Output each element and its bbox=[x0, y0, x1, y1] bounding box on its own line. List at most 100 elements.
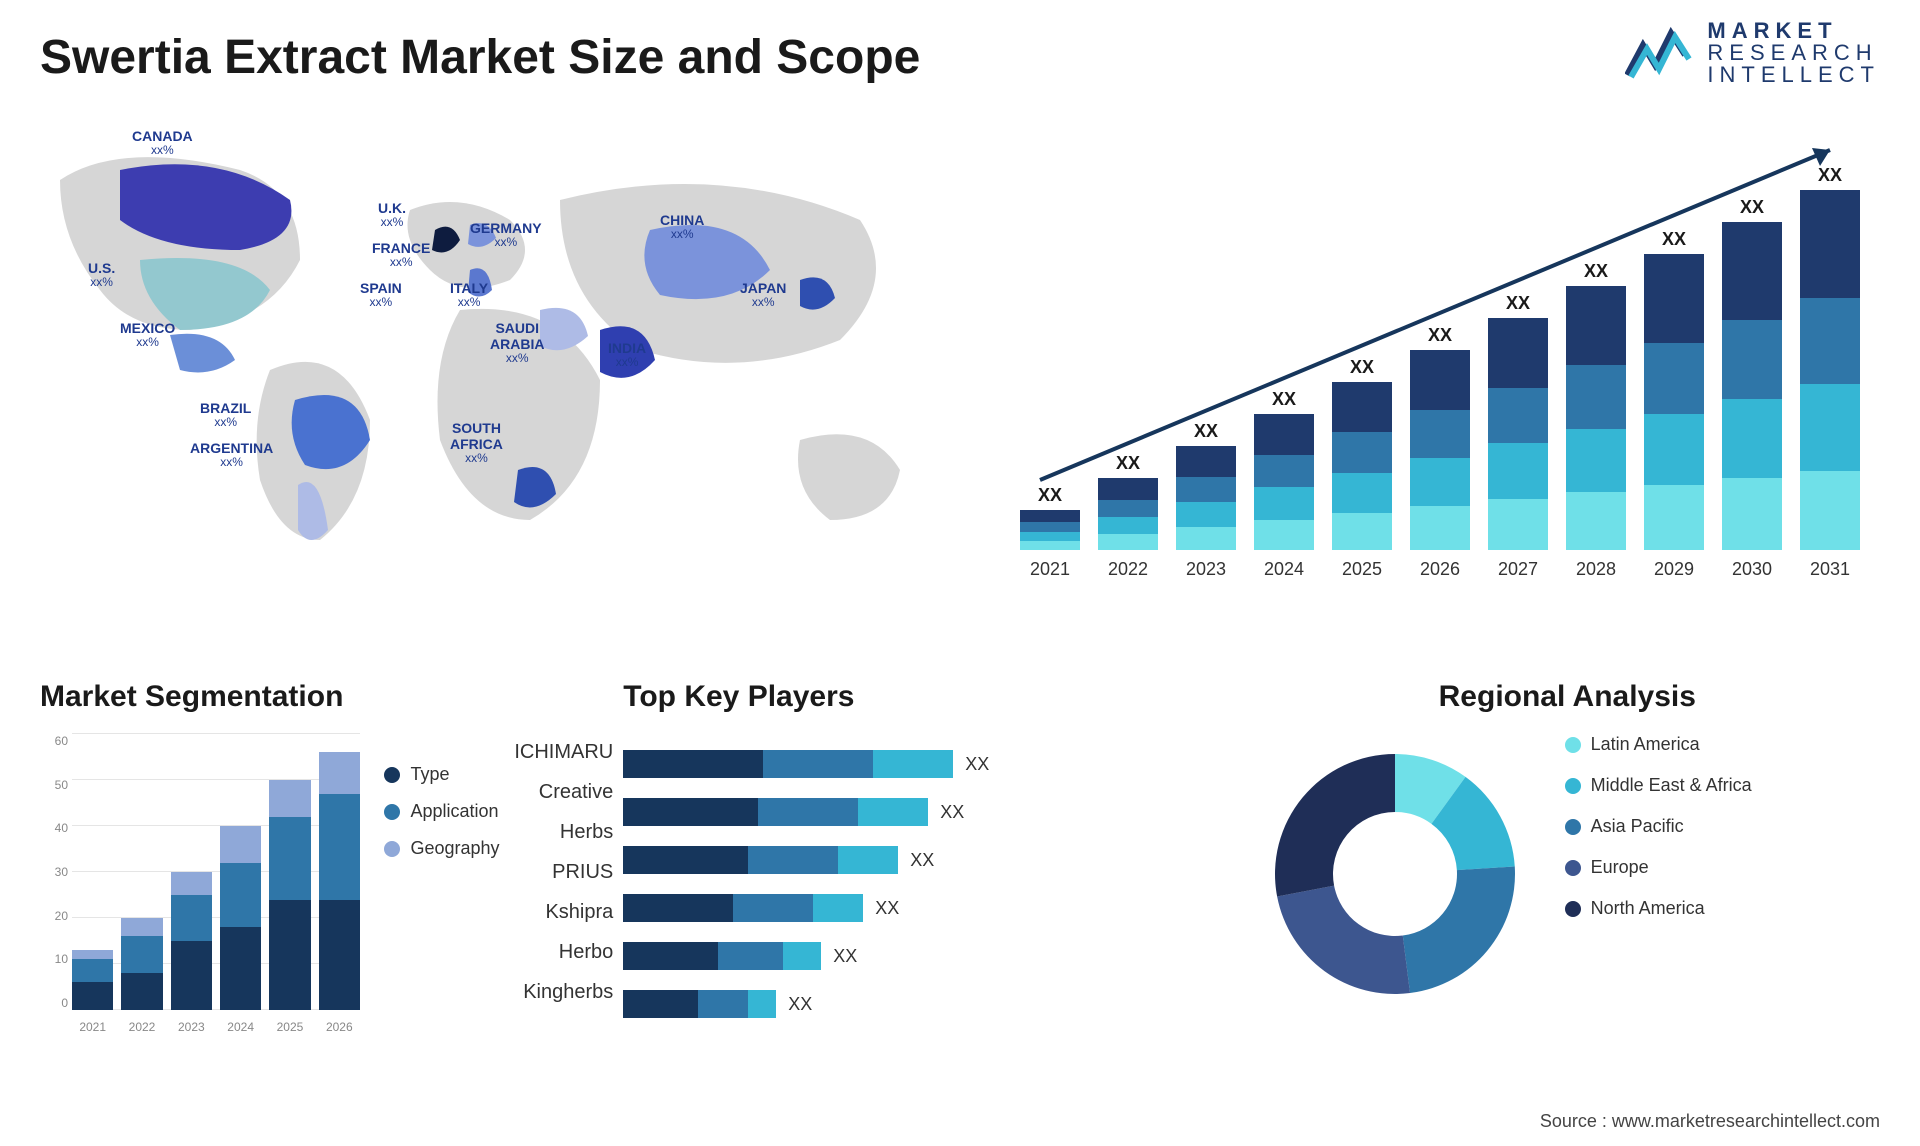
regional-legend-item: Europe bbox=[1565, 857, 1752, 878]
map-label: GERMANYxx% bbox=[470, 220, 542, 250]
seg-bar-segment bbox=[319, 794, 360, 900]
key-player-name: Herbs bbox=[493, 812, 613, 852]
legend-dot-icon bbox=[384, 841, 400, 857]
growth-chart: XXXXXXXXXXXXXXXXXXXXXX 20212022202320242… bbox=[1020, 140, 1860, 580]
growth-bar: XX bbox=[1410, 325, 1470, 550]
seg-bar-segment bbox=[121, 936, 162, 973]
seg-bar-segment bbox=[171, 872, 212, 895]
growth-bar-label: XX bbox=[1194, 421, 1218, 442]
world-map-svg bbox=[40, 120, 940, 620]
legend-dot-icon bbox=[1565, 737, 1581, 753]
map-label: SOUTHAFRICAxx% bbox=[450, 420, 503, 466]
map-label: SPAINxx% bbox=[360, 280, 402, 310]
key-player-bar-segment bbox=[873, 750, 953, 778]
seg-bar bbox=[220, 826, 261, 1010]
growth-bar-segment bbox=[1254, 414, 1314, 455]
growth-bar: XX bbox=[1566, 261, 1626, 550]
growth-xaxis-label: 2022 bbox=[1098, 559, 1158, 580]
key-player-bar-segment bbox=[623, 990, 698, 1018]
regional-title: Regional Analysis bbox=[1255, 680, 1880, 714]
seg-bar-segment bbox=[269, 817, 310, 900]
key-player-bar-segment bbox=[748, 846, 838, 874]
growth-bar-segment bbox=[1644, 414, 1704, 485]
segmentation-chart: 6050403020100 202120222023202420252026 bbox=[40, 734, 360, 1034]
source-text: Source : www.marketresearchintellect.com bbox=[1540, 1111, 1880, 1132]
key-player-bar: XX bbox=[623, 794, 1043, 830]
seg-ytick: 50 bbox=[40, 778, 68, 792]
logo-line1: MARKET bbox=[1707, 20, 1880, 42]
seg-bar-segment bbox=[171, 941, 212, 1010]
key-player-value: XX bbox=[965, 754, 989, 775]
growth-xaxis-label: 2028 bbox=[1566, 559, 1626, 580]
growth-bar-label: XX bbox=[1428, 325, 1452, 346]
growth-bar-segment bbox=[1488, 443, 1548, 499]
key-player-bar: XX bbox=[623, 986, 1043, 1022]
growth-bar-label: XX bbox=[1662, 229, 1686, 250]
seg-bar-segment bbox=[269, 900, 310, 1010]
growth-bar: XX bbox=[1254, 389, 1314, 550]
growth-bar-segment bbox=[1254, 455, 1314, 488]
seg-bar-segment bbox=[72, 982, 113, 1010]
key-player-bar-segment bbox=[763, 750, 873, 778]
key-player-bar-segment bbox=[748, 990, 776, 1018]
logo-mark-icon bbox=[1625, 25, 1695, 81]
growth-bar: XX bbox=[1020, 485, 1080, 550]
donut-slice bbox=[1275, 754, 1395, 896]
growth-bar-segment bbox=[1722, 320, 1782, 399]
growth-bar-segment bbox=[1254, 487, 1314, 520]
key-player-value: XX bbox=[875, 898, 899, 919]
seg-ytick: 0 bbox=[40, 996, 68, 1010]
regional-legend-item: North America bbox=[1565, 898, 1752, 919]
map-label: FRANCExx% bbox=[372, 240, 430, 270]
seg-xaxis-label: 2025 bbox=[269, 1020, 310, 1034]
legend-label: Middle East & Africa bbox=[1591, 775, 1752, 796]
seg-ytick: 10 bbox=[40, 952, 68, 966]
growth-bar-segment bbox=[1098, 517, 1158, 534]
growth-bar-segment bbox=[1800, 190, 1860, 298]
seg-xaxis-label: 2024 bbox=[220, 1020, 261, 1034]
map-label: BRAZILxx% bbox=[200, 400, 251, 430]
growth-bar-segment bbox=[1566, 429, 1626, 492]
map-label: U.S.xx% bbox=[88, 260, 115, 290]
key-player-name: Kshipra bbox=[493, 892, 613, 932]
legend-dot-icon bbox=[1565, 901, 1581, 917]
key-player-bar-segment bbox=[718, 942, 783, 970]
map-label: ARGENTINAxx% bbox=[190, 440, 273, 470]
segmentation-legend: TypeApplicationGeography bbox=[384, 764, 499, 875]
growth-bar-segment bbox=[1410, 458, 1470, 506]
growth-bar-label: XX bbox=[1584, 261, 1608, 282]
key-player-bar-segment bbox=[858, 798, 928, 826]
growth-bar-segment bbox=[1020, 532, 1080, 542]
regional-donut bbox=[1255, 734, 1535, 1014]
growth-bar-segment bbox=[1176, 527, 1236, 550]
growth-xaxis-label: 2031 bbox=[1800, 559, 1860, 580]
map-label: ITALYxx% bbox=[450, 280, 488, 310]
key-player-bar-segment bbox=[698, 990, 748, 1018]
seg-bar bbox=[319, 752, 360, 1010]
growth-bar-segment bbox=[1722, 399, 1782, 478]
growth-bar-segment bbox=[1722, 478, 1782, 550]
key-players-list: ICHIMARUCreativeHerbsPRIUSKshipraHerboKi… bbox=[493, 732, 613, 1012]
seg-bar-segment bbox=[220, 927, 261, 1010]
map-label: JAPANxx% bbox=[740, 280, 786, 310]
growth-bar-segment bbox=[1644, 485, 1704, 550]
legend-dot-icon bbox=[1565, 778, 1581, 794]
growth-bar: XX bbox=[1644, 229, 1704, 550]
seg-ytick: 60 bbox=[40, 734, 68, 748]
growth-bar-segment bbox=[1488, 318, 1548, 388]
growth-bar: XX bbox=[1332, 357, 1392, 550]
growth-bar-segment bbox=[1254, 520, 1314, 550]
seg-xaxis-label: 2022 bbox=[121, 1020, 162, 1034]
logo-line3: INTELLECT bbox=[1707, 64, 1880, 86]
seg-bar-segment bbox=[319, 900, 360, 1010]
map-label: INDIAxx% bbox=[608, 340, 646, 370]
bottom-row: Market Segmentation 6050403020100 202120… bbox=[40, 680, 1880, 1080]
growth-bar-label: XX bbox=[1272, 389, 1296, 410]
segmentation-title: Market Segmentation bbox=[40, 680, 593, 714]
world-map: CANADAxx%U.S.xx%MEXICOxx%BRAZILxx%ARGENT… bbox=[40, 120, 940, 620]
key-player-bar: XX bbox=[623, 938, 1043, 974]
key-player-bar-segment bbox=[758, 798, 858, 826]
growth-bar-segment bbox=[1488, 499, 1548, 550]
key-player-bar-segment bbox=[623, 750, 763, 778]
key-player-bar-segment bbox=[623, 846, 748, 874]
